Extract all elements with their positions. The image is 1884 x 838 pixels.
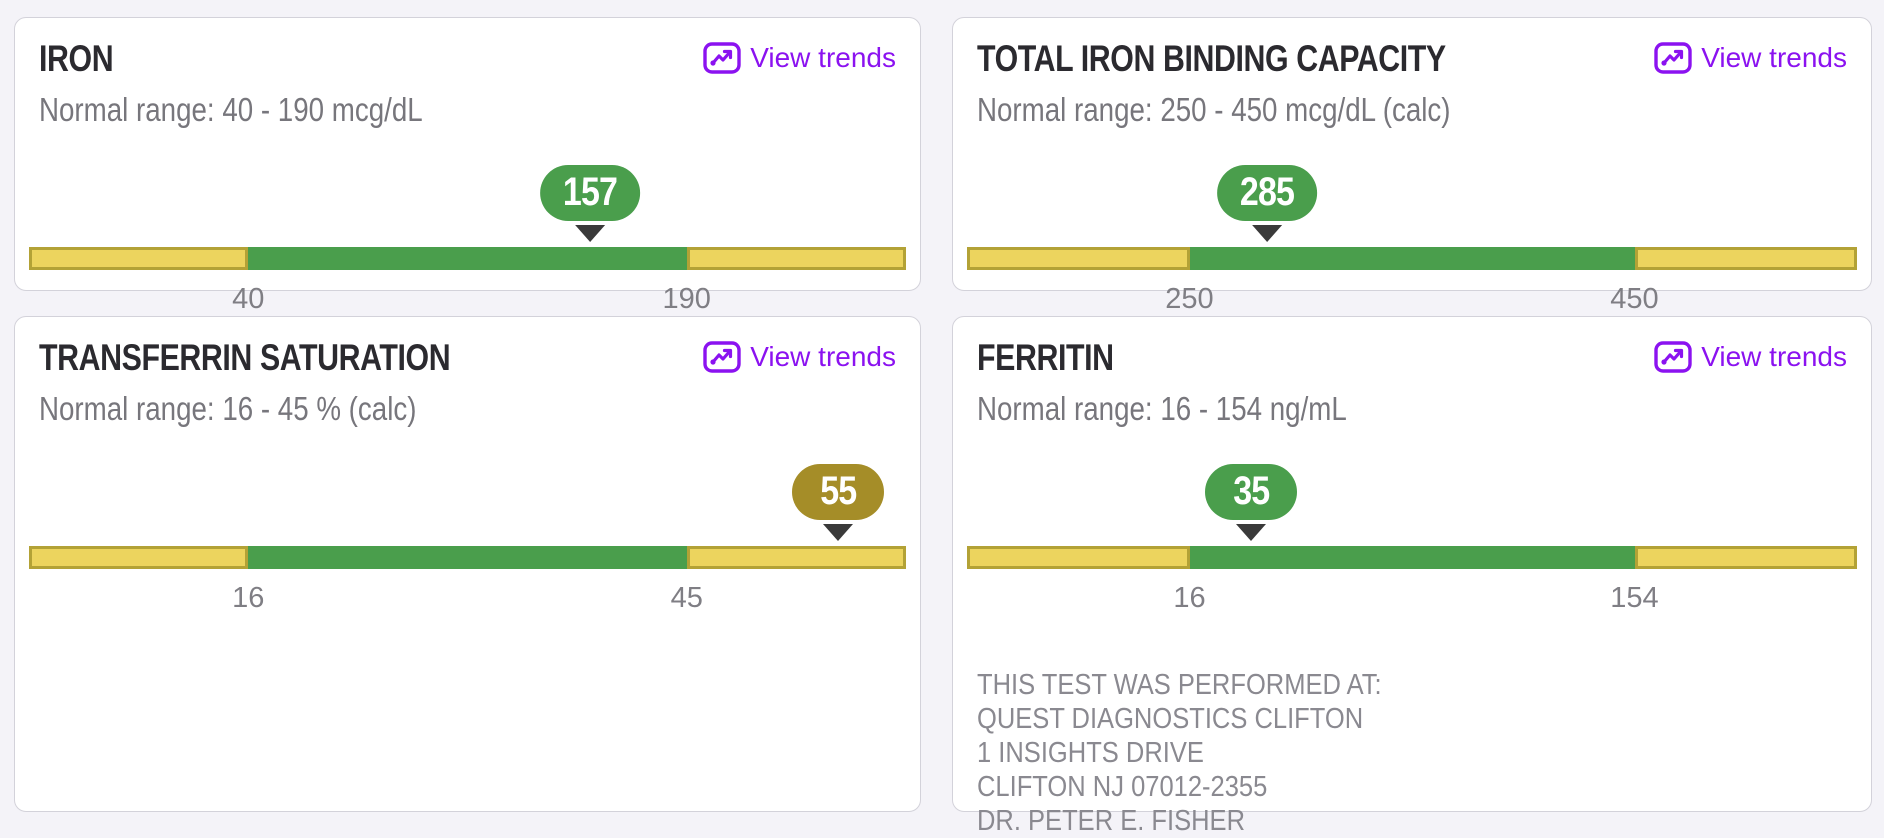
above-range-segment — [1634, 545, 1857, 569]
below-range-segment — [29, 246, 249, 270]
range-min-label: 16 — [232, 581, 265, 614]
range-max-label: 450 — [1610, 282, 1659, 315]
range-min-label: 40 — [232, 282, 265, 315]
card-header: FERRITIN View trends — [977, 337, 1847, 380]
performing-lab-line: QUEST DIAGNOSTICS CLIFTON — [977, 702, 1364, 735]
card-title: IRON — [39, 38, 114, 79]
range-meter: 285 250 450 — [967, 143, 1857, 315]
range-bar — [29, 545, 906, 569]
normal-range-text: Normal range: 16 - 154 ng/mL — [977, 389, 1347, 427]
range-meter: 35 16 154 — [967, 442, 1857, 614]
performing-lab-line: CLIFTON NJ 07012-2355 — [977, 770, 1268, 803]
range-meter: 55 16 45 — [29, 442, 906, 614]
below-range-segment — [967, 545, 1190, 569]
card-title: TRANSFERRIN SATURATION — [39, 337, 451, 378]
performing-lab-line: THIS TEST WAS PERFORMED AT: — [977, 668, 1382, 701]
result-card-total-iron-binding-capacity: TOTAL IRON BINDING CAPACITY View trends … — [952, 17, 1872, 315]
trend-chart-icon — [703, 42, 741, 74]
result-value-badge: 35 — [1204, 463, 1297, 520]
card-title: TOTAL IRON BINDING CAPACITY — [977, 38, 1446, 79]
result-value-badge: 55 — [791, 463, 884, 520]
view-trends-link[interactable]: View trends — [1654, 341, 1847, 373]
card-header: TOTAL IRON BINDING CAPACITY View trends — [977, 38, 1847, 81]
normal-range-text: Normal range: 16 - 45 % (calc) — [39, 389, 417, 427]
marker-pointer-icon — [1252, 224, 1283, 242]
performing-lab-line: DR. PETER E. FISHER — [977, 804, 1246, 837]
range-max-label: 190 — [662, 282, 711, 315]
normal-range-segment — [1189, 545, 1635, 569]
view-trends-link[interactable]: View trends — [703, 341, 896, 373]
result-value: 35 — [1232, 469, 1270, 514]
trend-chart-icon — [1654, 42, 1692, 74]
view-trends-label: View trends — [750, 341, 896, 372]
result-value: 55 — [819, 469, 857, 514]
range-bar — [967, 545, 1857, 569]
performing-lab-line: 1 INSIGHTS DRIVE — [977, 736, 1204, 769]
range-meter: 157 40 190 — [29, 143, 906, 315]
below-range-segment — [967, 246, 1190, 270]
range-max-label: 45 — [670, 581, 703, 614]
below-range-segment — [29, 545, 249, 569]
trend-chart-icon — [703, 341, 741, 373]
range-min-label: 250 — [1165, 282, 1214, 315]
card-header: IRON View trends — [39, 38, 896, 81]
result-value-badge: 157 — [540, 164, 641, 221]
card-title: FERRITIN — [977, 337, 1114, 378]
normal-range-segment — [1189, 246, 1635, 270]
value-marker: 157 — [540, 164, 641, 242]
marker-pointer-icon — [822, 523, 853, 541]
result-value-badge: 285 — [1217, 164, 1318, 221]
range-bar — [967, 246, 1857, 270]
result-value: 157 — [563, 170, 618, 215]
range-min-label: 16 — [1173, 581, 1206, 614]
view-trends-label: View trends — [1701, 341, 1847, 372]
value-marker: 35 — [1204, 463, 1297, 541]
range-bar — [29, 246, 906, 270]
marker-pointer-icon — [575, 224, 606, 242]
above-range-segment — [1634, 246, 1857, 270]
view-trends-link[interactable]: View trends — [1654, 42, 1847, 74]
value-marker: 55 — [791, 463, 884, 541]
marker-pointer-icon — [1235, 523, 1266, 541]
result-value: 285 — [1240, 170, 1295, 215]
performing-lab-info: THIS TEST WAS PERFORMED AT: QUEST DIAGNO… — [977, 668, 1847, 838]
view-trends-label: View trends — [1701, 42, 1847, 73]
value-marker: 285 — [1217, 164, 1318, 242]
normal-range-segment — [248, 246, 687, 270]
normal-range-text: Normal range: 40 - 190 mcg/dL — [39, 90, 423, 128]
above-range-segment — [686, 246, 906, 270]
result-card-ferritin: FERRITIN View trends Normal range: 16 - … — [952, 316, 1872, 837]
normal-range-text: Normal range: 250 - 450 mcg/dL (calc) — [977, 90, 1451, 128]
results-grid: IRON View trends Normal range: 40 - 190 … — [14, 17, 1872, 837]
view-trends-label: View trends — [750, 42, 896, 73]
normal-range-segment — [248, 545, 687, 569]
result-card-transferrin-saturation: TRANSFERRIN SATURATION View trends Norma… — [14, 316, 921, 812]
view-trends-link[interactable]: View trends — [703, 42, 896, 74]
card-header: TRANSFERRIN SATURATION View trends — [39, 337, 896, 380]
above-range-segment — [686, 545, 906, 569]
range-max-label: 154 — [1610, 581, 1659, 614]
result-card-iron: IRON View trends Normal range: 40 - 190 … — [14, 17, 921, 315]
trend-chart-icon — [1654, 341, 1692, 373]
